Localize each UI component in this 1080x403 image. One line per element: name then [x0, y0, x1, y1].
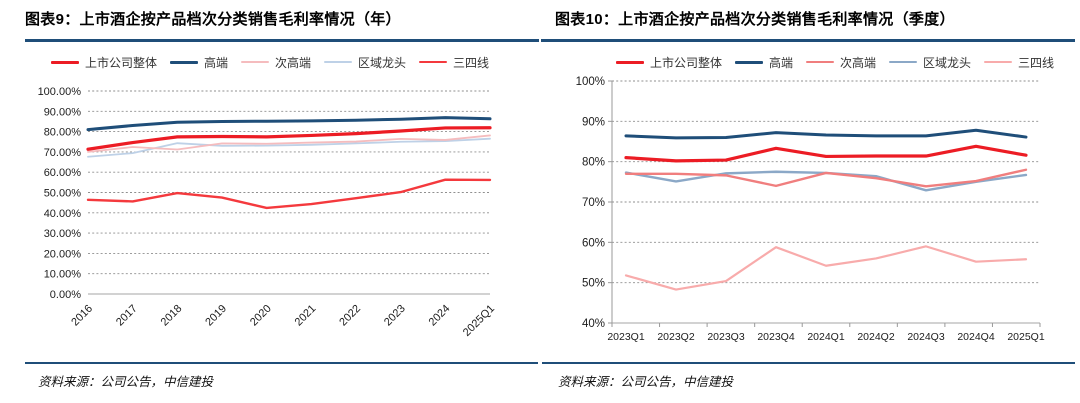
legend-item-2: 次高端 — [240, 54, 311, 71]
svg-text:70.00%: 70.00% — [44, 147, 82, 159]
legend-quarterly: 上市公司整体 高端 次高端 区域龙头 三四线 — [600, 53, 1070, 71]
svg-text:10.00%: 10.00% — [44, 269, 82, 281]
svg-text:2023Q2: 2023Q2 — [657, 331, 695, 343]
panel-quarterly: 图表10：上市酒企按产品档次分类销售毛利率情况（季度） 上市公司整体 高端 次高端 区… — [540, 0, 1080, 403]
svg-text:2018: 2018 — [159, 303, 185, 329]
svg-text:2024Q4: 2024Q4 — [957, 331, 995, 343]
title-rule — [25, 39, 539, 42]
title-rule — [541, 39, 1075, 42]
legend-item-0: 上市公司整体 — [50, 54, 157, 71]
svg-text:2024Q3: 2024Q3 — [907, 331, 945, 343]
svg-text:2021: 2021 — [293, 303, 319, 329]
chart-title-quarterly: 图表10：上市酒企按产品档次分类销售毛利率情况（季度） — [555, 11, 955, 28]
legend-line-swatch — [324, 61, 352, 63]
legend-label: 三四线 — [453, 55, 490, 70]
svg-text:2023: 2023 — [382, 303, 408, 329]
svg-text:20.00%: 20.00% — [44, 248, 82, 260]
legend-line-swatch — [169, 60, 198, 64]
svg-text:2023Q3: 2023Q3 — [707, 331, 745, 343]
legend-line-swatch — [984, 61, 1013, 63]
legend-line-swatch — [734, 60, 763, 64]
footer-rule — [542, 362, 1075, 364]
svg-text:2024: 2024 — [427, 303, 453, 329]
svg-text:2016: 2016 — [69, 303, 95, 329]
svg-text:40%: 40% — [582, 318, 605, 330]
quarterly-margin-line-chart: 100% 90% 80% 70% 60% 50% 40%2023Q1 2023Q2 2023Q3… — [576, 76, 1045, 343]
legend-item-4: 三四线 — [419, 54, 489, 71]
legend-label: 次高端 — [839, 55, 876, 70]
svg-text:2019: 2019 — [203, 303, 229, 329]
legend-item-0: 上市公司整体 — [615, 54, 722, 71]
annual-margin-line-chart: 100.00% 90.00% 80.00% 70.00% 60.00% 50.00% 40.… — [38, 86, 498, 339]
source-note-annual: 资料来源：公司公告，中信建投 — [38, 375, 214, 389]
legend-label: 次高端 — [274, 55, 311, 70]
legend-label: 高端 — [203, 55, 228, 70]
source-note-quarterly: 资料来源：公司公告，中信建投 — [558, 375, 734, 389]
legend-item-1: 高端 — [169, 54, 228, 71]
svg-text:60%: 60% — [582, 237, 605, 249]
legend-line-swatch — [419, 61, 448, 63]
legend-label: 上市公司整体 — [84, 55, 157, 70]
svg-text:80%: 80% — [582, 157, 605, 169]
legend-line-swatch — [889, 61, 917, 63]
svg-text:40.00%: 40.00% — [44, 208, 82, 220]
svg-text:2025Q1: 2025Q1 — [1007, 331, 1045, 343]
svg-text:70%: 70% — [582, 197, 605, 209]
chart-title-annual: 图表9：上市酒企按产品档次分类销售毛利率情况（年） — [25, 11, 401, 28]
legend-item-3: 区域龙头 — [889, 54, 971, 71]
legend-annual: 上市公司整体 高端 次高端 区域龙头 三四线 — [20, 53, 520, 71]
legend-item-1: 高端 — [734, 54, 793, 71]
svg-text:2020: 2020 — [248, 303, 274, 329]
legend-label: 区域龙头 — [923, 55, 972, 70]
legend-label: 高端 — [768, 55, 793, 70]
svg-text:50%: 50% — [582, 278, 605, 290]
legend-label: 三四线 — [1018, 55, 1055, 70]
legend-label: 区域龙头 — [358, 55, 407, 70]
svg-text:2023Q1: 2023Q1 — [607, 331, 645, 343]
svg-text:50.00%: 50.00% — [44, 188, 82, 200]
legend-line-swatch — [805, 61, 834, 63]
footer-rule — [25, 362, 538, 364]
svg-text:2017: 2017 — [114, 303, 140, 329]
legend-line-swatch — [615, 60, 644, 64]
legend-item-4: 三四线 — [984, 54, 1054, 71]
legend-label: 上市公司整体 — [649, 55, 722, 70]
legend-item-3: 区域龙头 — [324, 54, 406, 71]
legend-line-swatch — [50, 60, 79, 64]
panel-annual: 图表9：上市酒企按产品档次分类销售毛利率情况（年） 上市公司整体 高端 次高端 区域龙… — [20, 11, 539, 389]
legend-item-2: 次高端 — [805, 54, 876, 71]
svg-text:2025Q1: 2025Q1 — [461, 303, 497, 339]
svg-text:0.00%: 0.00% — [50, 289, 81, 301]
legend-line-swatch — [240, 61, 269, 63]
svg-text:80.00%: 80.00% — [44, 127, 82, 139]
svg-text:90%: 90% — [582, 116, 605, 128]
svg-text:2022: 2022 — [337, 303, 363, 329]
svg-text:100.00%: 100.00% — [38, 86, 82, 98]
svg-text:2024Q2: 2024Q2 — [857, 331, 895, 343]
svg-text:60.00%: 60.00% — [44, 167, 82, 179]
svg-text:2024Q1: 2024Q1 — [807, 331, 845, 343]
svg-text:100%: 100% — [576, 76, 605, 88]
svg-text:90.00%: 90.00% — [44, 106, 82, 118]
svg-text:30.00%: 30.00% — [44, 228, 82, 240]
svg-text:2023Q4: 2023Q4 — [757, 331, 795, 343]
